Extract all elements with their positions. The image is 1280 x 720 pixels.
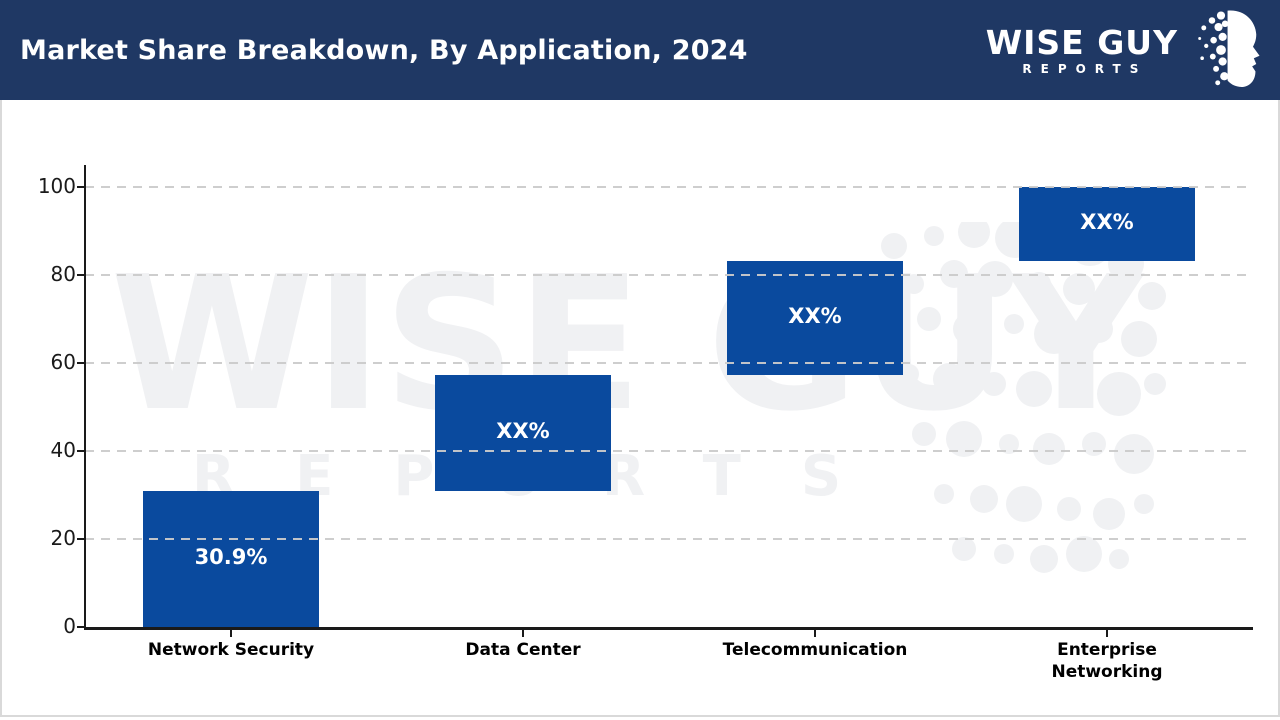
bar-telecommunication bbox=[727, 260, 903, 375]
x-label-enterprise-networking: Enterprise Networking bbox=[1051, 640, 1163, 682]
y-tick-20 bbox=[77, 538, 84, 540]
y-tick-label-60: 60 bbox=[50, 350, 76, 374]
x-label-telecommunication: Telecommunication bbox=[722, 640, 908, 660]
brand-logo: WISE GUY REPORTS bbox=[986, 7, 1262, 93]
x-tick-telecommunication bbox=[814, 630, 816, 637]
y-axis-spine bbox=[84, 165, 86, 630]
x-tick-network-security bbox=[230, 630, 232, 637]
y-tick-60 bbox=[77, 362, 84, 364]
page-border-bottom bbox=[0, 715, 1280, 717]
gridline-100 bbox=[85, 186, 1253, 188]
x-label-data-center: Data Center bbox=[465, 640, 581, 660]
y-tick-label-80: 80 bbox=[50, 262, 76, 286]
y-tick-100 bbox=[77, 186, 84, 188]
x-tick-enterprise-networking bbox=[1106, 630, 1108, 637]
x-label-network-security: Network Security bbox=[147, 640, 315, 660]
bar-data-center bbox=[435, 374, 611, 492]
brand-logo-text: WISE GUY REPORTS bbox=[986, 26, 1178, 75]
bar-value-telecommunication: XX% bbox=[788, 303, 842, 328]
brand-subtitle: REPORTS bbox=[1022, 61, 1148, 76]
y-tick-0 bbox=[77, 626, 84, 628]
header-bar: Market Share Breakdown, By Application, … bbox=[0, 0, 1280, 100]
brand-face-icon bbox=[1198, 10, 1260, 87]
brand-wordmark: WISE GUY bbox=[985, 22, 1178, 62]
y-tick-label-100: 100 bbox=[37, 174, 76, 198]
x-axis-spine bbox=[84, 627, 1253, 630]
bar-enterprise-networking bbox=[1019, 187, 1195, 261]
bar-value-network-security: 30.9% bbox=[194, 545, 268, 570]
page-border-right bbox=[1278, 100, 1280, 717]
bar-value-data-center: XX% bbox=[496, 418, 550, 443]
y-tick-label-0: 0 bbox=[63, 614, 76, 638]
gridline-80 bbox=[85, 274, 1253, 276]
bar-network-security bbox=[143, 491, 319, 627]
y-tick-40 bbox=[77, 450, 84, 452]
y-tick-label-20: 20 bbox=[50, 526, 76, 550]
y-tick-80 bbox=[77, 274, 84, 276]
bar-value-enterprise-networking: XX% bbox=[1080, 209, 1134, 234]
page-title: Market Share Breakdown, By Application, … bbox=[20, 34, 748, 66]
page-border-left bbox=[0, 100, 2, 717]
gridline-40 bbox=[85, 450, 1253, 452]
gridline-20 bbox=[85, 538, 1253, 540]
y-tick-label-40: 40 bbox=[50, 438, 76, 462]
x-tick-data-center bbox=[522, 630, 524, 637]
gridline-60 bbox=[85, 362, 1253, 364]
